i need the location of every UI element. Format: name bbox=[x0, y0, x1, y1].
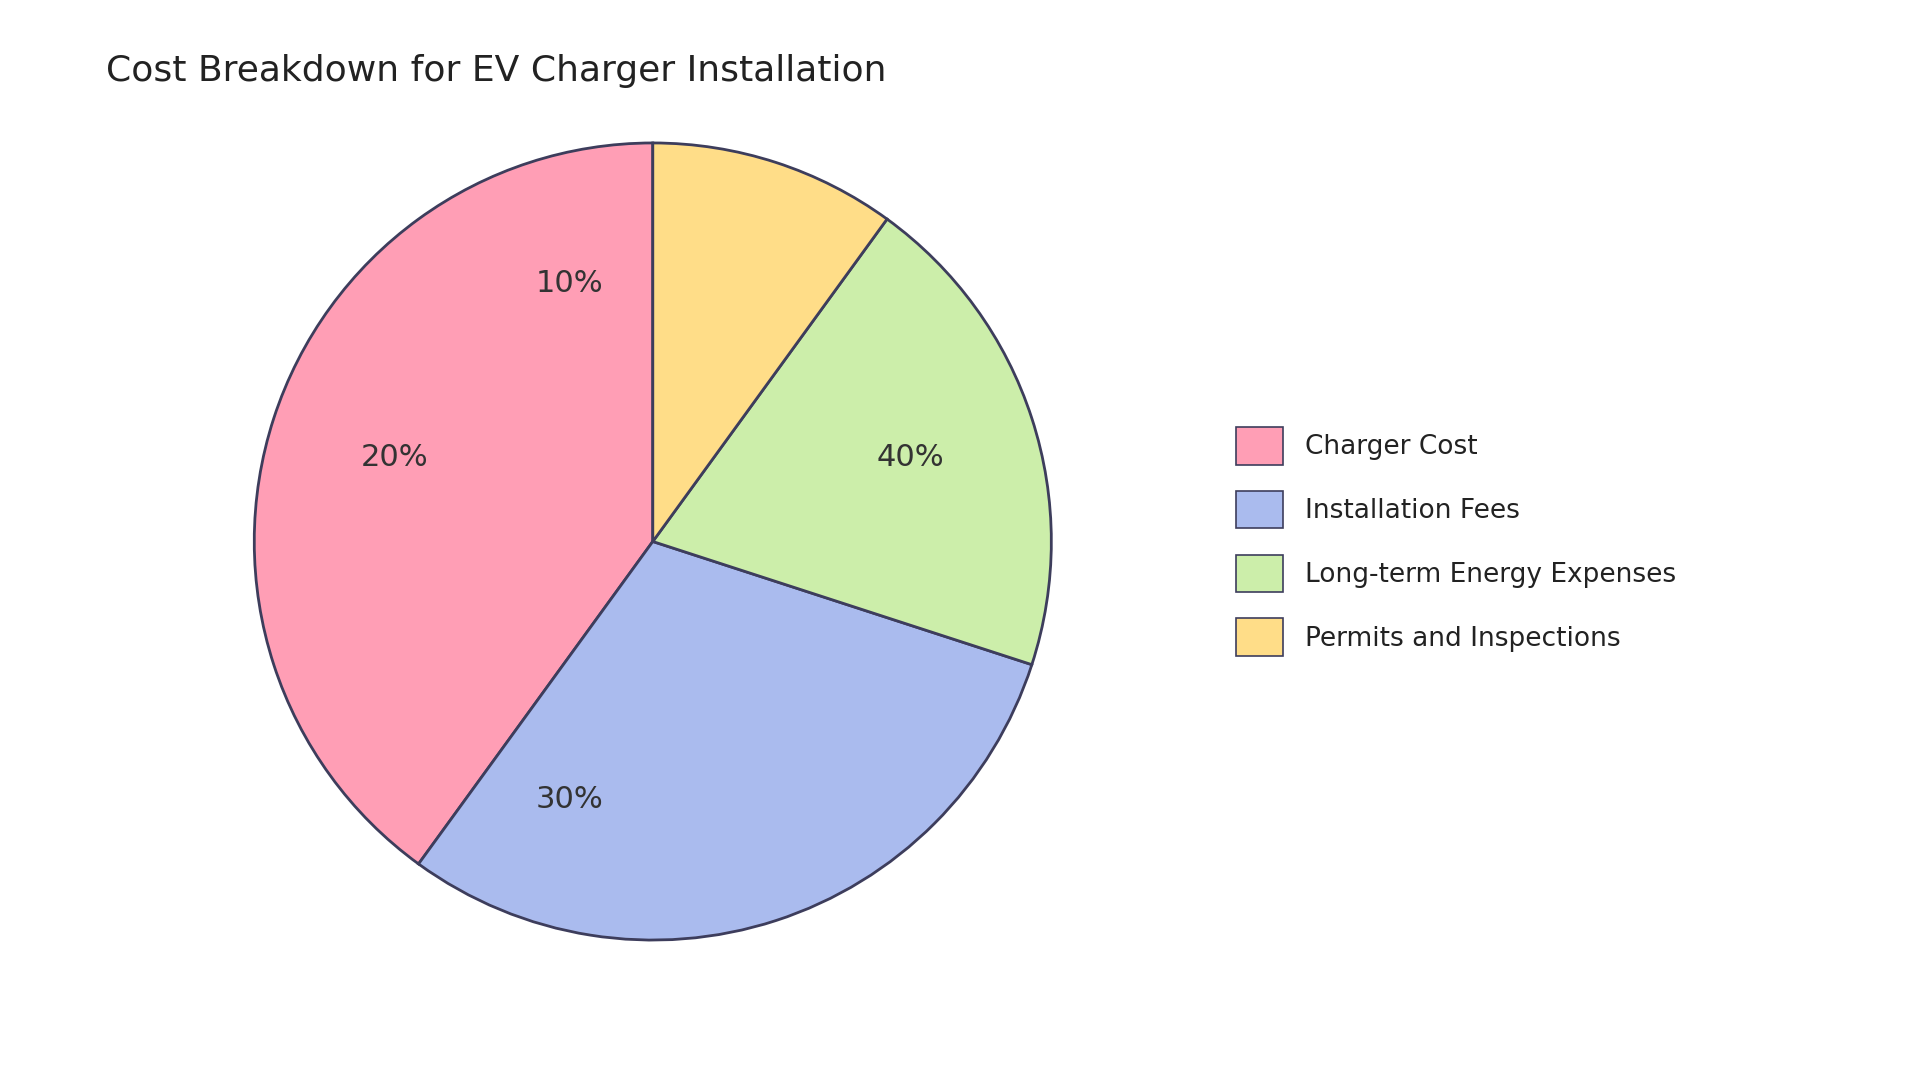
Wedge shape bbox=[253, 143, 653, 864]
Text: 10%: 10% bbox=[536, 270, 603, 298]
Text: 30%: 30% bbox=[536, 785, 603, 813]
Text: 40%: 40% bbox=[877, 443, 945, 472]
Text: 20%: 20% bbox=[361, 443, 428, 472]
Wedge shape bbox=[653, 219, 1052, 665]
Wedge shape bbox=[419, 542, 1031, 940]
Legend: Charger Cost, Installation Fees, Long-term Energy Expenses, Permits and Inspecti: Charger Cost, Installation Fees, Long-te… bbox=[1223, 414, 1690, 669]
Wedge shape bbox=[653, 143, 887, 542]
Text: Cost Breakdown for EV Charger Installation: Cost Breakdown for EV Charger Installati… bbox=[106, 54, 887, 88]
